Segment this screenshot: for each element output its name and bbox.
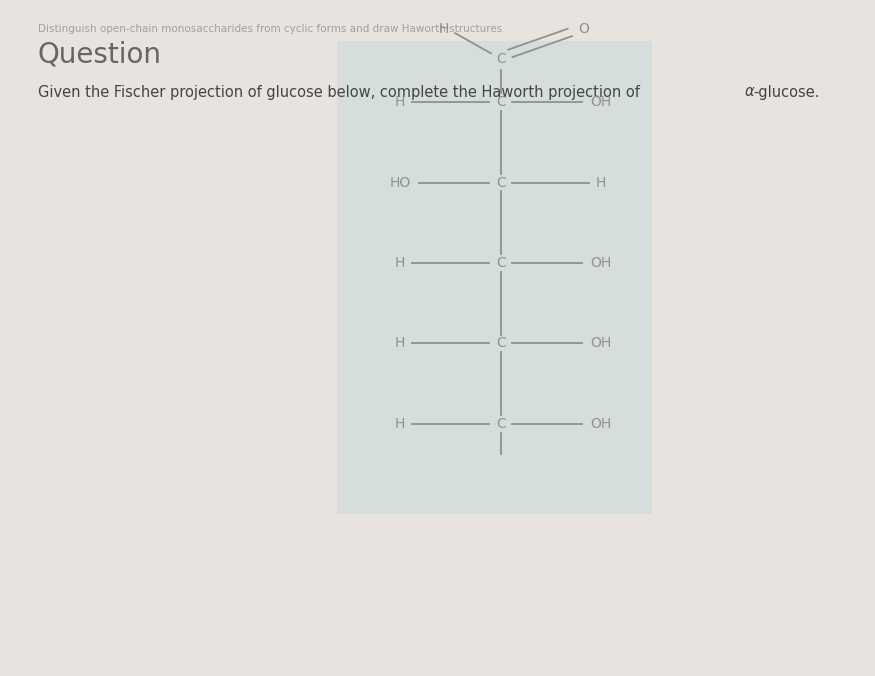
- Text: C: C: [496, 256, 506, 270]
- Text: C: C: [496, 417, 506, 431]
- Text: H: H: [395, 417, 405, 431]
- Text: H: H: [596, 176, 606, 189]
- Text: H: H: [438, 22, 449, 36]
- Text: -glucose.: -glucose.: [752, 84, 819, 99]
- Text: H: H: [395, 337, 405, 350]
- Text: OH: OH: [591, 256, 612, 270]
- Text: O: O: [578, 22, 589, 36]
- Text: OH: OH: [591, 337, 612, 350]
- Text: HO: HO: [389, 176, 410, 189]
- Text: α: α: [745, 84, 754, 99]
- Text: H: H: [395, 95, 405, 109]
- Bar: [337, 41, 652, 514]
- Text: C: C: [496, 337, 506, 350]
- Text: OH: OH: [591, 417, 612, 431]
- Text: OH: OH: [591, 95, 612, 109]
- Text: C: C: [496, 53, 506, 66]
- Text: Question: Question: [38, 41, 162, 68]
- Text: H: H: [395, 256, 405, 270]
- Text: Distinguish open-chain monosaccharides from cyclic forms and draw Haworth struct: Distinguish open-chain monosaccharides f…: [38, 24, 502, 34]
- Text: C: C: [496, 176, 506, 189]
- Text: Given the Fischer projection of glucose below, complete the Haworth projection o: Given the Fischer projection of glucose …: [38, 84, 644, 99]
- Text: C: C: [496, 95, 506, 109]
